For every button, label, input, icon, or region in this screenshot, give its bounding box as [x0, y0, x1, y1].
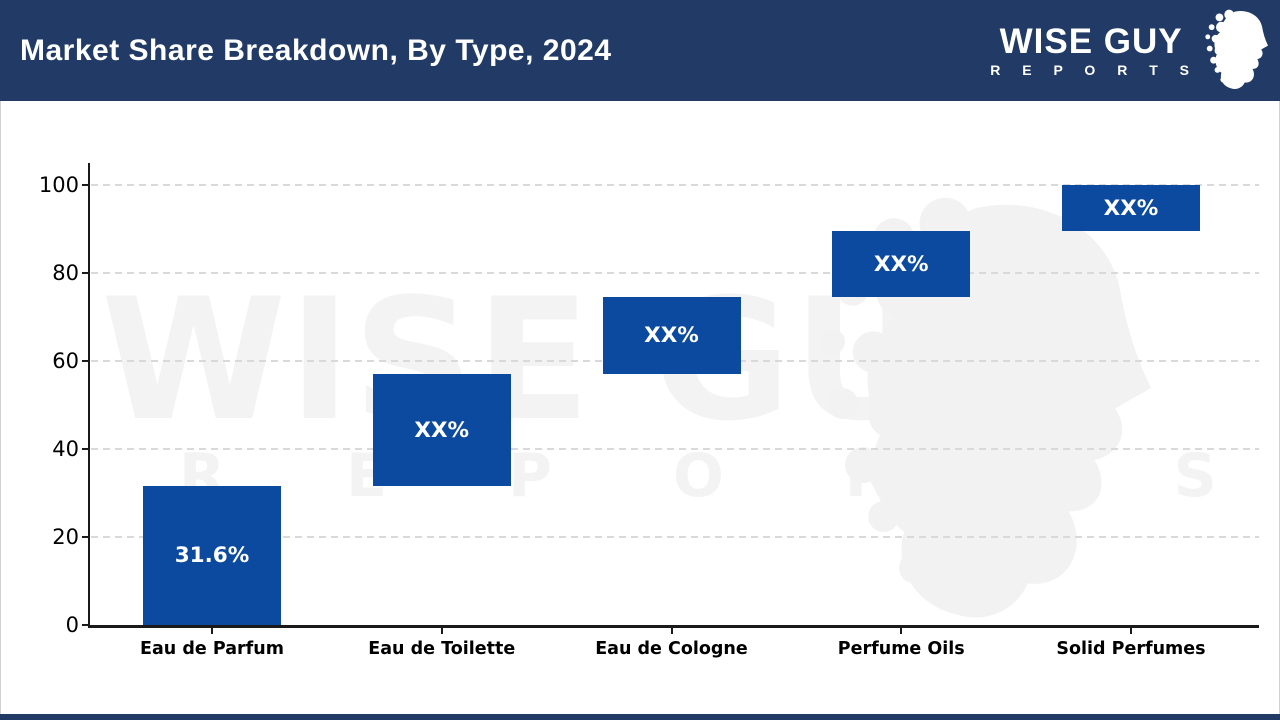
- x-tick-perfume-oils: [900, 627, 903, 634]
- y-tick-40: [82, 448, 89, 450]
- y-tick-100: [82, 184, 89, 186]
- x-tick-eau-de-parfum: [211, 627, 213, 634]
- y-axis-line: [88, 163, 90, 627]
- gridline-40: [91, 448, 1259, 450]
- logo-wordmark: WISE GUY: [999, 22, 1183, 62]
- logo-subtitle: R E P O R T S: [990, 61, 1198, 78]
- category-label-eau-de-parfum: Eau de Parfum: [140, 639, 284, 659]
- bar-eau-de-cologne: XX%: [602, 297, 741, 375]
- bar-value-label: 31.6%: [174, 542, 250, 568]
- bar-value-label: XX%: [873, 251, 929, 277]
- logo-text: WISE GUY R E P O R T S: [984, 22, 1198, 78]
- bar-solid-perfumes: XX%: [1062, 185, 1200, 232]
- gridline-20: [91, 536, 1259, 538]
- y-tick-label-40: 40: [52, 437, 79, 461]
- gridline-100: [91, 184, 1259, 186]
- bar-perfume-oils: XX%: [832, 231, 971, 298]
- chart-area: WISE GUY R E P O R T S 0 20 40 60 80 100 31.6%…: [0, 101, 1280, 714]
- y-tick-80: [82, 272, 89, 274]
- header-bar: Market Share Breakdown, By Type, 2024 WI…: [0, 0, 1280, 101]
- gridline-80: [91, 272, 1259, 274]
- bar-value-label: XX%: [414, 417, 470, 443]
- y-tick-20: [82, 536, 89, 538]
- y-tick-label-0: 0: [65, 613, 79, 637]
- y-tick-0: [82, 624, 89, 626]
- y-tick-label-100: 100: [38, 173, 79, 197]
- wiseguy-logo: WISE GUY R E P O R T S: [984, 7, 1268, 95]
- bar-value-label: XX%: [1103, 195, 1159, 221]
- chart-title: Market Share Breakdown, By Type, 2024: [20, 33, 612, 67]
- x-tick-solid-perfumes: [1130, 627, 1132, 634]
- bar-eau-de-toilette: XX%: [372, 374, 511, 486]
- bar-eau-de-parfum: 31.6%: [143, 485, 281, 625]
- wiseguy-head-icon: [1200, 7, 1268, 95]
- x-tick-eau-de-toilette: [440, 627, 443, 634]
- category-label-perfume-oils: Perfume Oils: [837, 639, 965, 659]
- y-tick-label-60: 60: [52, 349, 79, 373]
- x-axis-line: [88, 625, 1259, 628]
- y-tick-label-20: 20: [52, 525, 79, 549]
- footer-bar: [0, 714, 1280, 720]
- y-tick-label-80: 80: [52, 261, 79, 285]
- bar-value-label: XX%: [644, 323, 699, 349]
- category-label-eau-de-toilette: Eau de Toilette: [368, 639, 516, 659]
- category-label-eau-de-cologne: Eau de Cologne: [595, 639, 748, 659]
- x-tick-eau-de-cologne: [670, 627, 673, 634]
- category-label-solid-perfumes: Solid Perfumes: [1056, 639, 1206, 659]
- y-tick-60: [82, 360, 89, 362]
